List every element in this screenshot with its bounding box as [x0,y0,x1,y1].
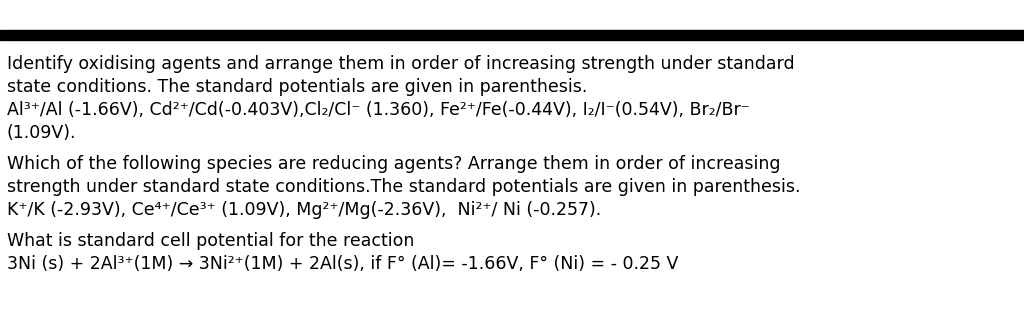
Text: state conditions. The standard potentials are given in parenthesis.: state conditions. The standard potential… [7,78,588,96]
Text: Identify oxidising agents and arrange them in order of increasing strength under: Identify oxidising agents and arrange th… [7,55,795,73]
Text: (1.09V).: (1.09V). [7,124,77,142]
Text: K⁺/K (-2.93V), Ce⁴⁺/Ce³⁺ (1.09V), Mg²⁺/Mg(-2.36V),  Ni²⁺/ Ni (-0.257).: K⁺/K (-2.93V), Ce⁴⁺/Ce³⁺ (1.09V), Mg²⁺/M… [7,201,601,219]
Text: 3Ni (s) + 2Al³⁺(1M) → 3Ni²⁺(1M) + 2Al(s), if F° (Al)= -1.66V, F° (Ni) = - 0.25 V: 3Ni (s) + 2Al³⁺(1M) → 3Ni²⁺(1M) + 2Al(s)… [7,255,678,273]
Text: Which of the following species are reducing agents? Arrange them in order of inc: Which of the following species are reduc… [7,155,780,173]
Text: strength under standard state conditions.The standard potentials are given in pa: strength under standard state conditions… [7,178,801,196]
Bar [0,30,1024,40]
Text: Al³⁺/Al (-1.66V), Cd²⁺/Cd(-0.403V),Cl₂/Cl⁻ (1.360), Fe²⁺/Fe(-0.44V), I₂/I⁻(0.54V: Al³⁺/Al (-1.66V), Cd²⁺/Cd(-0.403V),Cl₂/C… [7,101,750,119]
Text: What is standard cell potential for the reaction: What is standard cell potential for the … [7,232,415,250]
